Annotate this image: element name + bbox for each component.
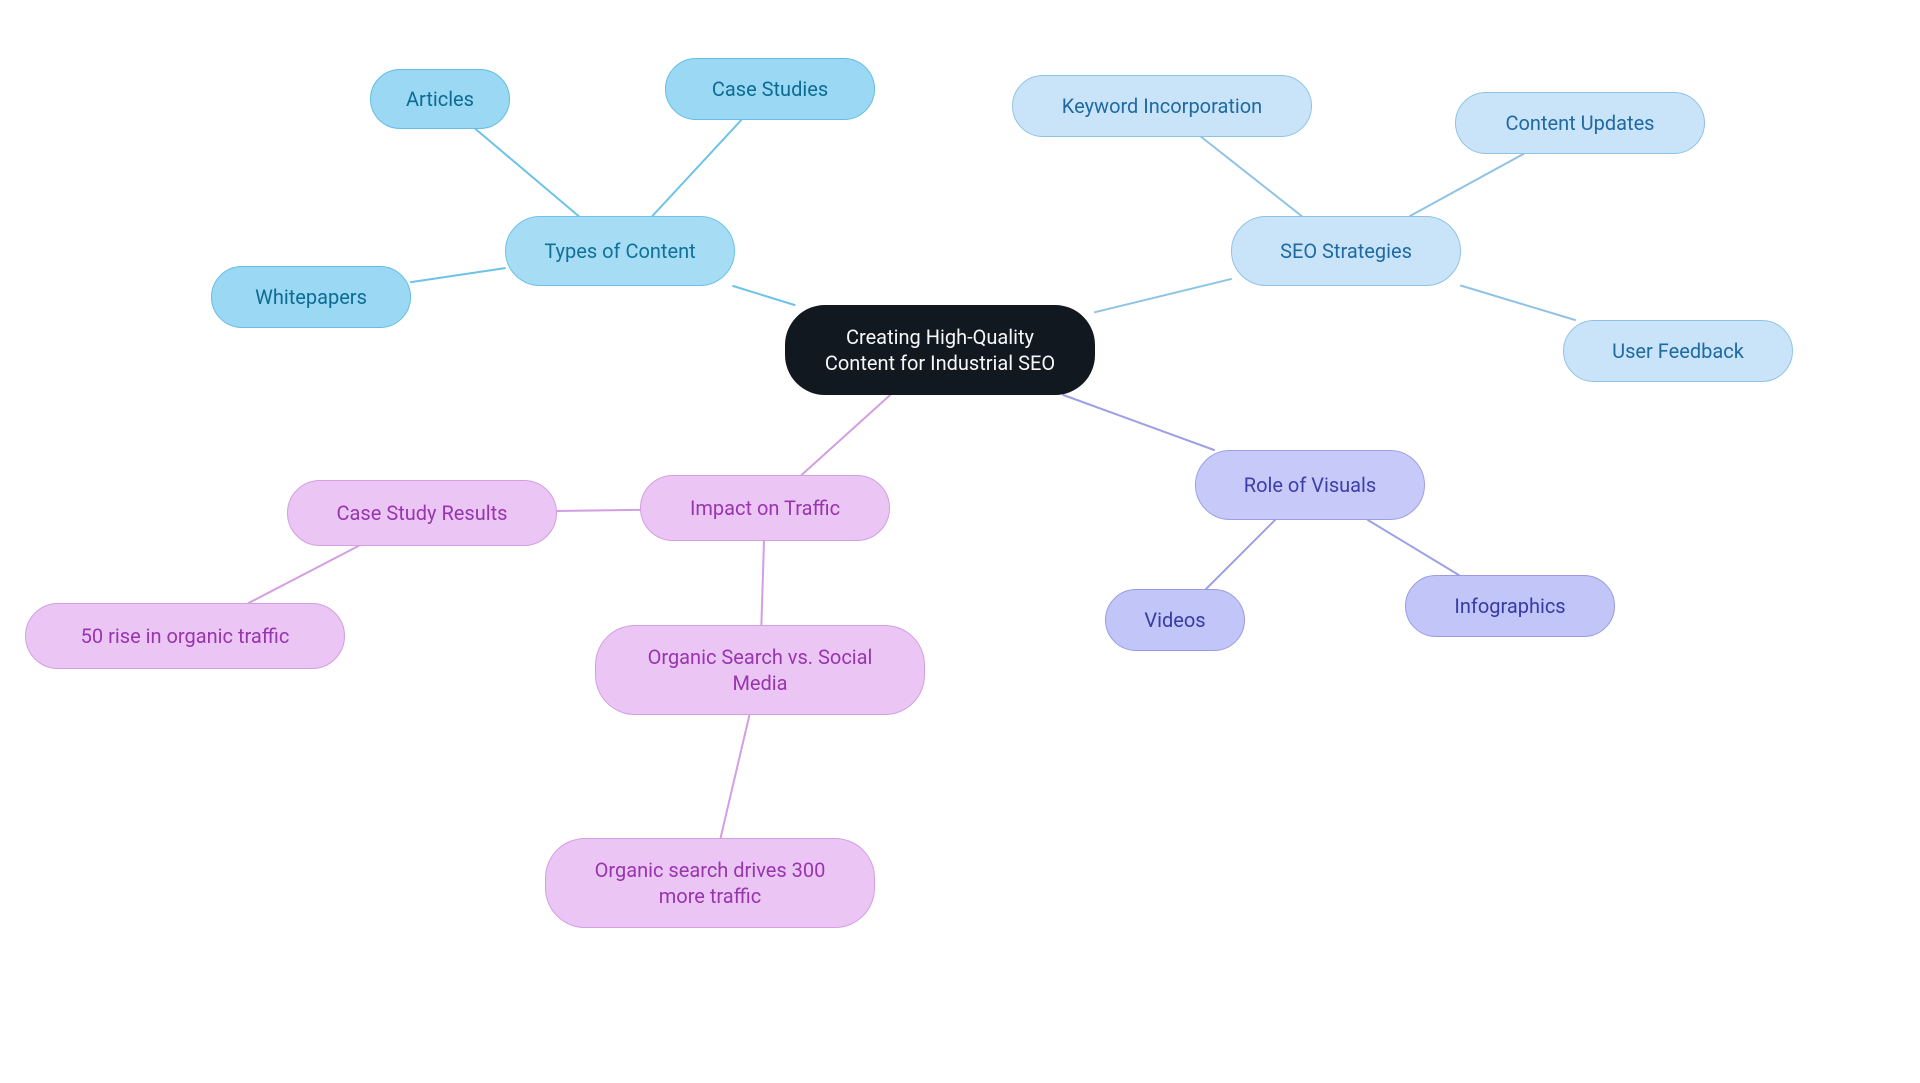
node-label: SEO Strategies <box>1280 238 1412 264</box>
edge-root-impact <box>802 395 891 475</box>
node-label: Role of Visuals <box>1244 472 1377 498</box>
edge-types-articles <box>476 129 579 216</box>
mindmap-canvas: Creating High-Quality Content for Indust… <box>0 0 1920 1083</box>
node-infographics[interactable]: Infographics <box>1405 575 1615 637</box>
node-impact[interactable]: Impact on Traffic <box>640 475 890 541</box>
edge-root-types <box>733 286 794 305</box>
node-keyword[interactable]: Keyword Incorporation <box>1012 75 1312 137</box>
node-label: User Feedback <box>1612 338 1744 364</box>
node-label: Impact on Traffic <box>690 495 840 521</box>
node-label: Organic search drives 300 more traffic <box>574 857 846 909</box>
edges-layer <box>0 0 1920 1083</box>
edge-root-visuals <box>1063 395 1214 450</box>
edge-seo-updates <box>1410 154 1523 216</box>
node-label: Infographics <box>1454 593 1565 619</box>
node-visuals[interactable]: Role of Visuals <box>1195 450 1425 520</box>
edge-impact-csresults <box>557 510 640 511</box>
node-feedback[interactable]: User Feedback <box>1563 320 1793 382</box>
edge-csresults-rise50 <box>249 546 359 603</box>
edge-seo-feedback <box>1461 286 1575 320</box>
node-casestudies[interactable]: Case Studies <box>665 58 875 120</box>
node-label: Organic Search vs. Social Media <box>624 644 896 696</box>
node-articles[interactable]: Articles <box>370 69 510 129</box>
node-label: Creating High-Quality Content for Indust… <box>814 324 1066 376</box>
node-drives300[interactable]: Organic search drives 300 more traffic <box>545 838 875 928</box>
edge-impact-orgvssocial <box>761 541 764 625</box>
node-label: Case Studies <box>712 76 828 102</box>
node-label: Types of Content <box>544 238 695 264</box>
edge-orgvssocial-drives300 <box>721 715 750 838</box>
node-label: Whitepapers <box>255 284 367 310</box>
node-label: Videos <box>1144 607 1205 633</box>
edge-types-whitepapers <box>411 268 505 282</box>
node-whitepapers[interactable]: Whitepapers <box>211 266 411 328</box>
node-orgvssocial[interactable]: Organic Search vs. Social Media <box>595 625 925 715</box>
node-label: 50 rise in organic traffic <box>81 623 290 649</box>
node-types[interactable]: Types of Content <box>505 216 735 286</box>
edge-types-casestudies <box>652 120 741 216</box>
node-csresults[interactable]: Case Study Results <box>287 480 557 546</box>
node-label: Keyword Incorporation <box>1062 93 1262 119</box>
node-root[interactable]: Creating High-Quality Content for Indust… <box>785 305 1095 395</box>
node-label: Articles <box>406 86 474 112</box>
node-seo[interactable]: SEO Strategies <box>1231 216 1461 286</box>
node-label: Case Study Results <box>337 500 508 526</box>
node-rise50[interactable]: 50 rise in organic traffic <box>25 603 345 669</box>
edge-visuals-videos <box>1206 520 1275 589</box>
edge-visuals-infographics <box>1368 520 1459 575</box>
edge-root-seo <box>1095 279 1231 312</box>
node-updates[interactable]: Content Updates <box>1455 92 1705 154</box>
node-label: Content Updates <box>1506 110 1655 136</box>
edge-seo-keyword <box>1201 137 1301 216</box>
node-videos[interactable]: Videos <box>1105 589 1245 651</box>
